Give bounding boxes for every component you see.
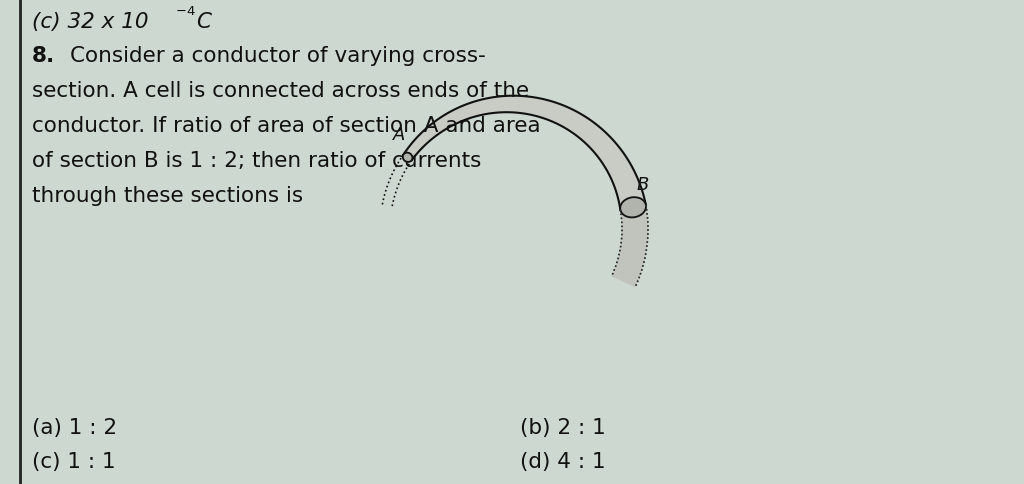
Polygon shape [403,96,646,210]
Text: 8.: 8. [32,46,55,66]
Text: (d) 4 : 1: (d) 4 : 1 [520,452,605,472]
Ellipse shape [402,152,413,162]
Text: (b) 2 : 1: (b) 2 : 1 [520,418,606,438]
Text: B: B [637,176,649,194]
Text: $^{-4}$: $^{-4}$ [175,6,196,26]
Text: C: C [196,12,211,32]
Text: (c) 1 : 1: (c) 1 : 1 [32,452,116,472]
Text: (c) 32 x 10: (c) 32 x 10 [32,12,148,32]
Text: through these sections is: through these sections is [32,186,303,206]
Text: conductor. If ratio of area of section A and area: conductor. If ratio of area of section A… [32,116,541,136]
Ellipse shape [621,197,646,217]
Text: Consider a conductor of varying cross-: Consider a conductor of varying cross- [70,46,485,66]
Text: A: A [393,126,406,144]
Text: of section B is 1 : 2; then ratio of currents: of section B is 1 : 2; then ratio of cur… [32,151,481,171]
Polygon shape [611,205,648,287]
Text: (a) 1 : 2: (a) 1 : 2 [32,418,117,438]
Text: section. A cell is connected across ends of the: section. A cell is connected across ends… [32,81,529,101]
